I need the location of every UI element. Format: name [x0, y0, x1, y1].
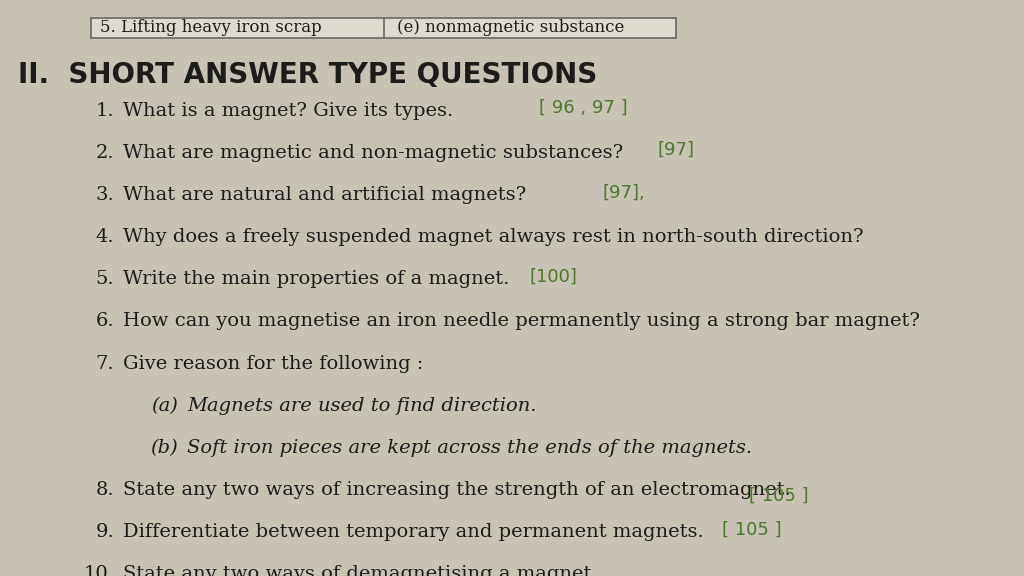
Text: [ 96 , 97 ]: [ 96 , 97 ]: [539, 99, 628, 117]
Text: [97]: [97]: [657, 141, 694, 159]
Text: (e) nonmagnetic substance: (e) nonmagnetic substance: [397, 20, 625, 36]
Text: Give reason for the following :: Give reason for the following :: [123, 354, 424, 373]
Text: 1.: 1.: [95, 101, 115, 120]
Text: 10.: 10.: [83, 565, 115, 576]
Text: (a): (a): [152, 397, 178, 415]
Text: State any two ways of demagnetising a magnet.: State any two ways of demagnetising a ma…: [123, 565, 598, 576]
Text: (b): (b): [151, 439, 178, 457]
Text: Write the main properties of a magnet.: Write the main properties of a magnet.: [123, 270, 510, 288]
Text: What are magnetic and non-magnetic substances?: What are magnetic and non-magnetic subst…: [123, 144, 624, 162]
Text: Why does a freely suspended magnet always rest in north-south direction?: Why does a freely suspended magnet alway…: [123, 228, 864, 246]
Text: 4.: 4.: [95, 228, 115, 246]
Text: State any two ways of increasing the strength of an electromagnet.: State any two ways of increasing the str…: [123, 481, 792, 499]
Text: [ 105 ]: [ 105 ]: [749, 487, 809, 505]
Text: II.  SHORT ANSWER TYPE QUESTIONS: II. SHORT ANSWER TYPE QUESTIONS: [18, 61, 598, 89]
Text: 7.: 7.: [95, 354, 115, 373]
Text: 3.: 3.: [95, 186, 115, 204]
Text: 9.: 9.: [95, 523, 115, 541]
Text: 6.: 6.: [95, 312, 115, 331]
Text: [ 105 ]: [ 105 ]: [722, 521, 781, 539]
Text: 2.: 2.: [95, 144, 115, 162]
Text: [97],: [97],: [603, 183, 646, 202]
Text: Magnets are used to find direction.: Magnets are used to find direction.: [187, 397, 537, 415]
Text: How can you magnetise an iron needle permanently using a strong bar magnet?: How can you magnetise an iron needle per…: [123, 312, 921, 331]
Text: [100]: [100]: [529, 268, 578, 286]
Text: Soft iron pieces are kept across the ends of the magnets.: Soft iron pieces are kept across the end…: [187, 439, 753, 457]
Text: 5.: 5.: [95, 270, 115, 288]
Text: Differentiate between temporary and permanent magnets.: Differentiate between temporary and perm…: [123, 523, 705, 541]
FancyBboxPatch shape: [91, 18, 676, 38]
Text: What is a magnet? Give its types.: What is a magnet? Give its types.: [123, 101, 454, 120]
Text: What are natural and artificial magnets?: What are natural and artificial magnets?: [123, 186, 526, 204]
Text: 8.: 8.: [95, 481, 115, 499]
Text: 5. Lifting heavy iron scrap: 5. Lifting heavy iron scrap: [100, 20, 323, 36]
